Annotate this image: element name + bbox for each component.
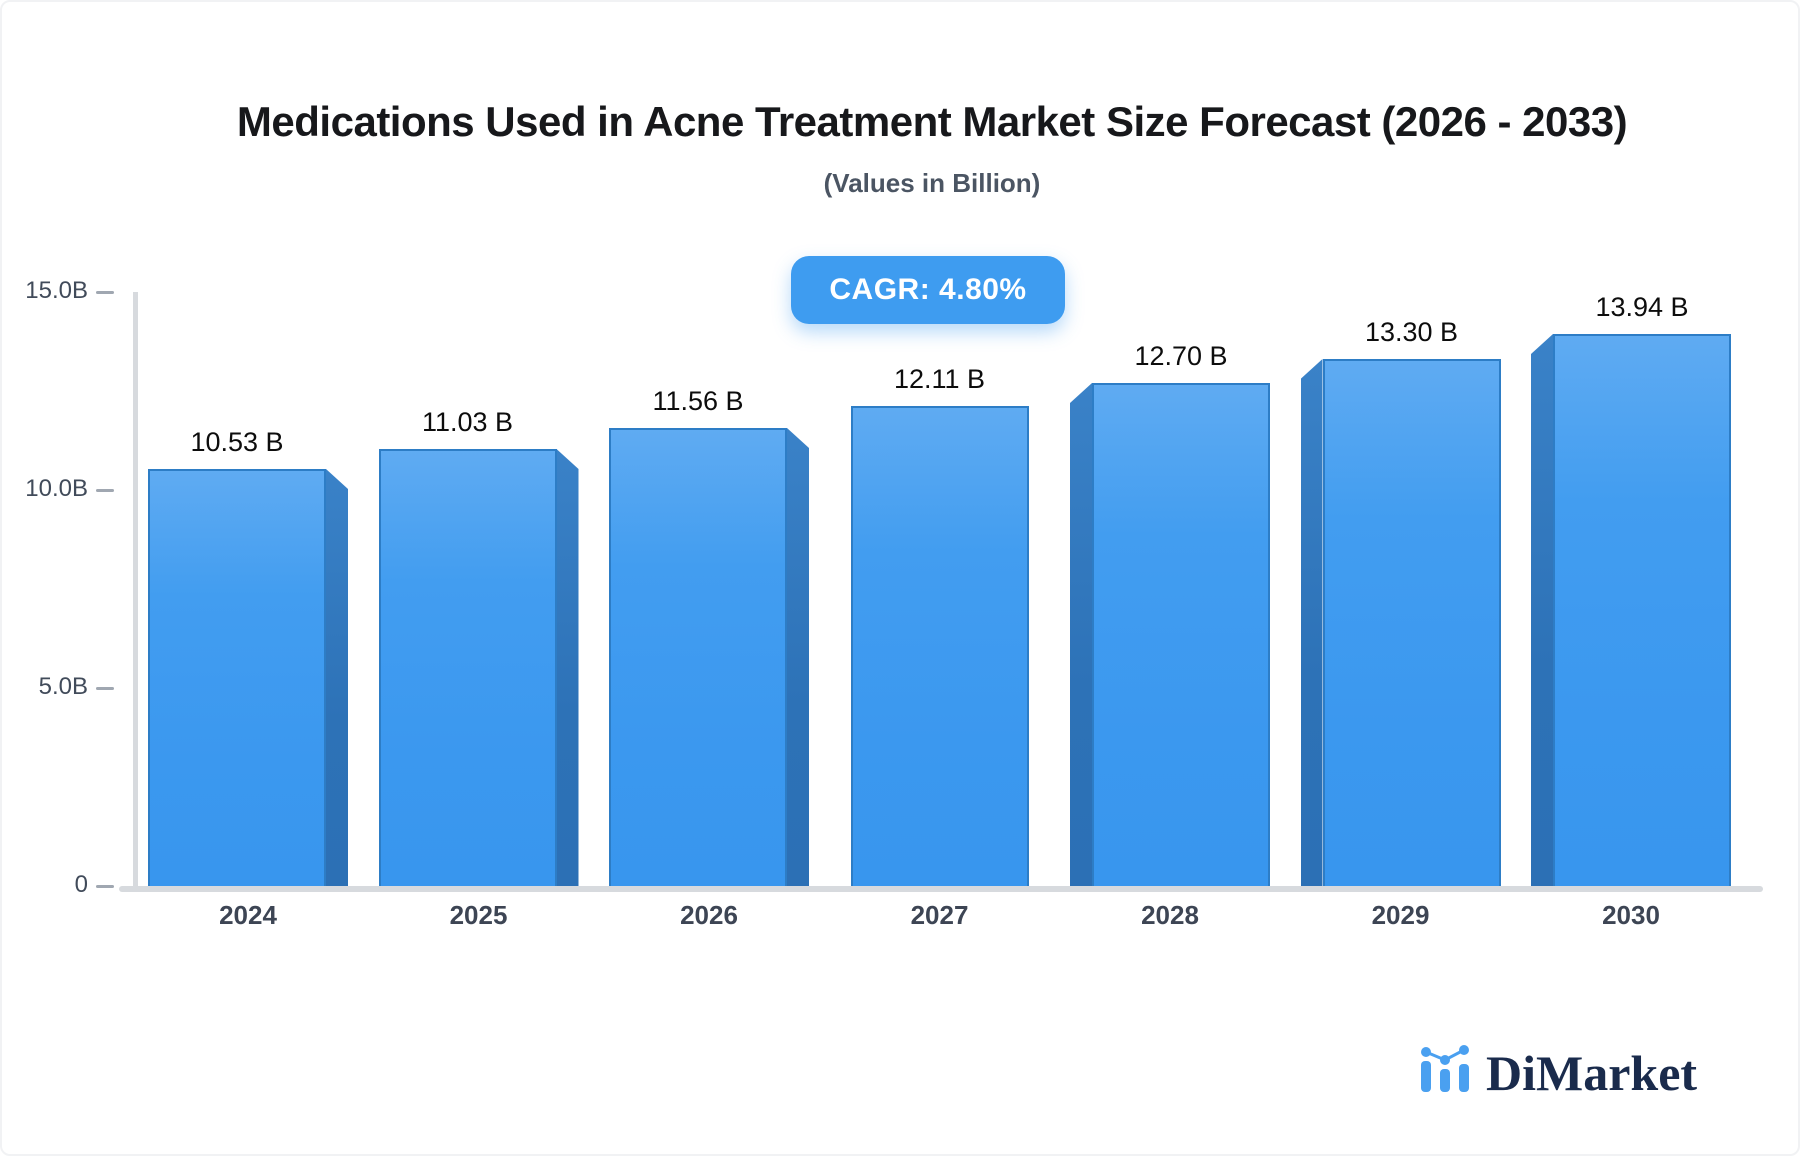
x-axis-label-2026: 2026 <box>680 900 738 930</box>
x-axis-label-2028: 2028 <box>1141 900 1199 930</box>
x-axis-label-2027: 2027 <box>910 900 969 930</box>
x-axis-line <box>119 886 1763 892</box>
bar-value-label: 13.30 B <box>1364 317 1459 347</box>
bar-bevel-2029 <box>1300 359 1323 886</box>
bar-value-label: 12.11 B <box>893 364 986 394</box>
bar-value-label: 10.53 B <box>190 427 284 457</box>
y-axis-tick <box>96 488 114 492</box>
bar-2030 <box>1553 334 1731 886</box>
y-axis-tick <box>96 686 114 690</box>
bar-bevel-2026 <box>787 428 809 886</box>
bar-2027 <box>850 406 1029 886</box>
bar-2026 <box>609 428 787 886</box>
bar-2024 <box>148 469 326 886</box>
y-axis-tick <box>96 290 114 294</box>
page-subtitle: (Values in Billion) <box>823 168 1041 198</box>
bar-value-label: 13.94 B <box>1595 292 1689 322</box>
bar-bevel-2024 <box>326 469 348 886</box>
y-axis-tick-label: 10.0B <box>25 475 88 502</box>
y-axis-tick-label: 5.0B <box>38 673 88 700</box>
bar-bevel-2025 <box>556 449 579 886</box>
y-axis-tick-label: 0 <box>74 871 88 898</box>
y-axis-line <box>133 292 138 889</box>
bar-2028 <box>1092 383 1270 886</box>
bar-value-label: 11.03 B <box>421 407 514 437</box>
bar-2025 <box>378 449 557 886</box>
y-axis-tick-label: 15.0B <box>25 277 88 304</box>
page-title: Medications Used in Acne Treatment Marke… <box>236 98 1628 145</box>
bar-value-label: 11.56 B <box>652 386 744 416</box>
x-axis-label-2029: 2029 <box>1371 900 1430 930</box>
cagr-badge: CAGR: 4.80% <box>791 256 1065 324</box>
bar-bevel-2030 <box>1531 334 1553 886</box>
x-axis-label-2024: 2024 <box>219 900 277 930</box>
x-axis-label-2025: 2025 <box>449 900 508 930</box>
brand-name: DiMarket <box>1486 1045 1698 1101</box>
brand-logo: DiMarket <box>1418 1042 1697 1098</box>
bar-value-label: 12.70 B <box>1134 341 1228 371</box>
x-axis-label-2030: 2030 <box>1602 900 1660 930</box>
bar-2029 <box>1322 359 1501 886</box>
bar-bevel-2028 <box>1070 383 1092 886</box>
mini-bar-chart-icon <box>1421 1045 1469 1092</box>
y-axis-tick <box>96 884 114 888</box>
